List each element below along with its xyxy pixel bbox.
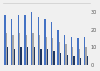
Bar — [46, 37, 47, 65]
Bar — [73, 56, 75, 65]
Bar — [4, 15, 6, 65]
Bar — [31, 12, 32, 65]
Bar — [64, 35, 65, 65]
Bar — [80, 58, 81, 65]
Bar — [7, 47, 8, 65]
Bar — [57, 30, 59, 65]
Bar — [47, 49, 48, 65]
Bar — [60, 53, 61, 65]
Bar — [72, 47, 73, 65]
Bar — [52, 38, 54, 65]
Bar — [87, 56, 88, 65]
Bar — [14, 49, 15, 65]
Bar — [54, 51, 55, 65]
Bar — [27, 47, 28, 65]
Bar — [6, 33, 7, 65]
Bar — [85, 47, 87, 65]
Bar — [12, 35, 14, 65]
Bar — [65, 44, 67, 65]
Bar — [84, 37, 85, 65]
Bar — [34, 47, 35, 65]
Bar — [11, 19, 12, 65]
Bar — [32, 33, 34, 65]
Bar — [19, 33, 20, 65]
Bar — [77, 38, 79, 65]
Bar — [39, 35, 40, 65]
Bar — [79, 49, 80, 65]
Bar — [44, 19, 46, 65]
Bar — [40, 49, 42, 65]
Bar — [24, 15, 26, 65]
Bar — [38, 17, 39, 65]
Bar — [67, 55, 68, 65]
Bar — [20, 47, 22, 65]
Bar — [71, 37, 72, 65]
Bar — [18, 15, 19, 65]
Bar — [59, 42, 60, 65]
Bar — [26, 35, 27, 65]
Bar — [51, 22, 52, 65]
